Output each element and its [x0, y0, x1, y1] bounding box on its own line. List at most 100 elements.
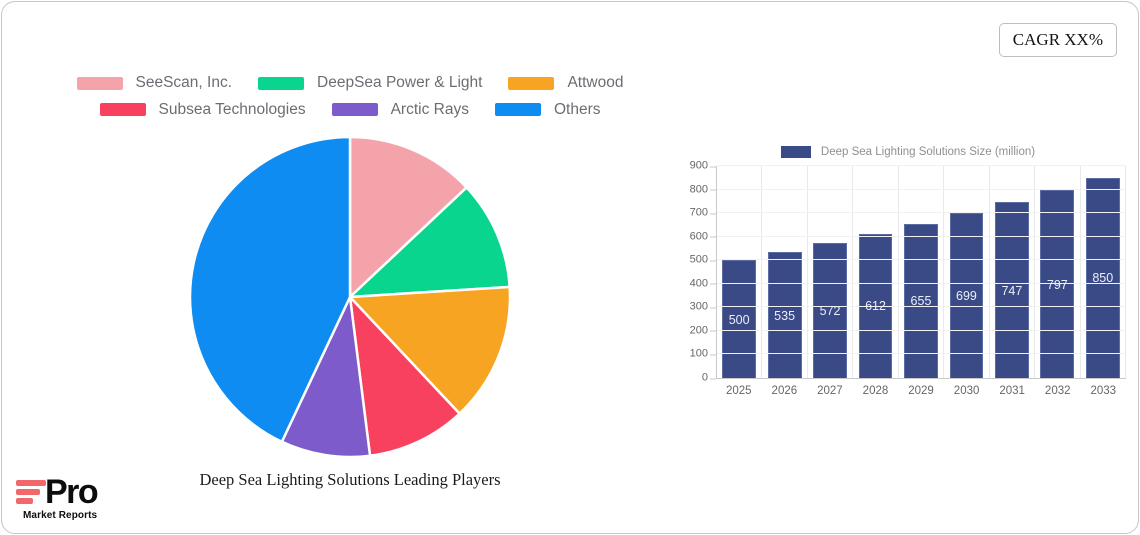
bar-value-label: 500 [728, 312, 750, 327]
x-tick-label: 2029 [908, 385, 934, 397]
h-gridline [716, 259, 1126, 261]
h-gridline [716, 188, 1126, 190]
h-gridline [716, 329, 1126, 331]
pro-market-reports-logo: Pro Market Reports [16, 473, 99, 521]
pie-slice-4[interactable] [280, 295, 372, 459]
h-gridline [716, 235, 1126, 237]
bar-column-2026: 535 [762, 166, 808, 378]
legend-swatch [508, 76, 555, 90]
logo-top: Pro [16, 473, 99, 511]
y-tick-label: 200 [689, 324, 717, 337]
y-tick-label: 600 [689, 230, 717, 243]
logo-subtitle: Market Reports [23, 509, 98, 521]
legend-item-4[interactable]: Arctic Rays [331, 100, 469, 120]
bar-value-label: 797 [1046, 277, 1068, 292]
pie-slice-0[interactable] [348, 135, 468, 299]
x-axis: 2025 2026 2027 2028 2029 2030 2031 2032 2033 [716, 385, 1126, 397]
bar-2030[interactable]: 699 [949, 213, 984, 378]
y-tick-label: 0 [701, 371, 717, 384]
x-tick-label: 2030 [953, 385, 980, 397]
legend-item-3[interactable]: Subsea Technologies [99, 100, 306, 120]
bar-2026[interactable]: 535 [767, 251, 802, 378]
legend-label: SeeScan, Inc. [135, 74, 233, 91]
x-tick-label: 2033 [1090, 385, 1117, 397]
bar-value-label: 850 [1092, 271, 1114, 286]
legend-item-5[interactable]: Others [494, 100, 601, 120]
legend-item-0[interactable]: SeeScan, Inc. [76, 74, 233, 93]
logo-bars-icon [16, 480, 46, 505]
logo-bar-icon [16, 489, 40, 496]
bar-2029[interactable]: 655 [904, 223, 938, 378]
x-tick-label: 2026 [771, 385, 798, 397]
y-tick-label: 400 [689, 277, 717, 290]
bar-value-label: 747 [1001, 283, 1023, 298]
bar-plot-row: 0 100 200 300 400 500 600 700 800 900 500 535 572 61… [689, 160, 1127, 383]
bar-panel: Deep Sea Lighting Solutions Size (millio… [689, 146, 1127, 397]
logo-bar-icon [16, 480, 46, 487]
logo-title: Pro [45, 473, 99, 511]
bar-column-2025: 500 [717, 166, 763, 378]
bar-plot: 500 535 572 612 655 699 747 797 850 [715, 165, 1127, 379]
y-tick-label: 100 [689, 347, 717, 360]
legend-swatch [331, 103, 378, 117]
logo-bar-icon [16, 498, 33, 505]
bar-2033[interactable]: 850 [1085, 177, 1120, 378]
legend-label: Arctic Rays [390, 100, 469, 118]
pie-legend: SeeScan, Inc. DeepSea Power & Light Attwoo… [60, 74, 640, 119]
cagr-label: CAGR XX% [1012, 30, 1103, 49]
h-gridline [716, 212, 1126, 214]
legend-swatch [76, 76, 123, 90]
bar-value-label: 655 [910, 294, 932, 309]
y-tick-label: 500 [689, 253, 717, 266]
x-tick-label: 2031 [999, 385, 1025, 397]
bar-value-label: 699 [955, 289, 977, 304]
y-tick-label: 700 [689, 206, 717, 219]
bar-2032[interactable]: 797 [1040, 190, 1075, 378]
bar-column-2030: 699 [944, 166, 990, 378]
bar-2031[interactable]: 747 [994, 202, 1029, 378]
bar-chart-legend[interactable]: Deep Sea Lighting Solutions Size (millio… [690, 146, 1126, 158]
pie-slice-5[interactable] [188, 135, 352, 444]
h-gridline [716, 353, 1126, 355]
bar-legend-swatch [780, 146, 811, 158]
pie-panel: SeeScan, Inc. DeepSea Power & Light Attwoo… [60, 74, 640, 490]
legend-item-2[interactable]: Attwood [508, 74, 623, 93]
h-gridline [716, 282, 1126, 284]
pie-slice-3[interactable] [348, 295, 461, 458]
pie-slice-1[interactable] [348, 186, 511, 299]
bar-legend-label: Deep Sea Lighting Solutions Size (millio… [820, 146, 1036, 158]
bar-2025[interactable]: 500 [722, 260, 757, 378]
pie-chart [188, 135, 512, 459]
bar-column-2028: 612 [853, 166, 899, 378]
legend-swatch [258, 76, 305, 90]
h-gridline [716, 165, 1126, 166]
legend-swatch [494, 103, 541, 117]
x-tick-label: 2028 [862, 385, 889, 397]
x-tick-label: 2032 [1044, 385, 1071, 397]
bar-column-2027: 572 [808, 166, 854, 378]
x-tick-label: 2025 [725, 385, 752, 397]
pie-slice-2[interactable] [348, 285, 512, 416]
legend-label: DeepSea Power & Light [317, 74, 483, 91]
pie-title: Deep Sea Lighting Solutions Leading Play… [199, 470, 501, 490]
h-gridline [716, 306, 1126, 308]
bar-column-2031: 747 [990, 166, 1036, 378]
bar-value-label: 535 [774, 308, 796, 323]
bar-columns: 500 535 572 612 655 699 747 797 850 [717, 166, 1127, 378]
bar-value-label: 572 [819, 304, 841, 319]
bar-column-2029: 655 [899, 166, 945, 378]
bar-column-2032: 797 [1035, 166, 1081, 378]
x-tick-label: 2027 [817, 385, 843, 397]
y-tick-label: 300 [689, 300, 717, 313]
legend-swatch [99, 103, 146, 117]
legend-label: Subsea Technologies [158, 100, 306, 118]
legend-item-1[interactable]: DeepSea Power & Light [258, 74, 482, 93]
legend-label: Others [553, 100, 601, 118]
bar-2027[interactable]: 572 [813, 243, 847, 378]
bar-column-2033: 850 [1081, 166, 1127, 378]
y-axis: 0 100 200 300 400 500 600 700 800 900 [689, 160, 717, 383]
y-tick-label: 900 [689, 159, 717, 172]
cagr-badge: CAGR XX% [998, 23, 1117, 57]
legend-label: Attwood [567, 74, 624, 91]
